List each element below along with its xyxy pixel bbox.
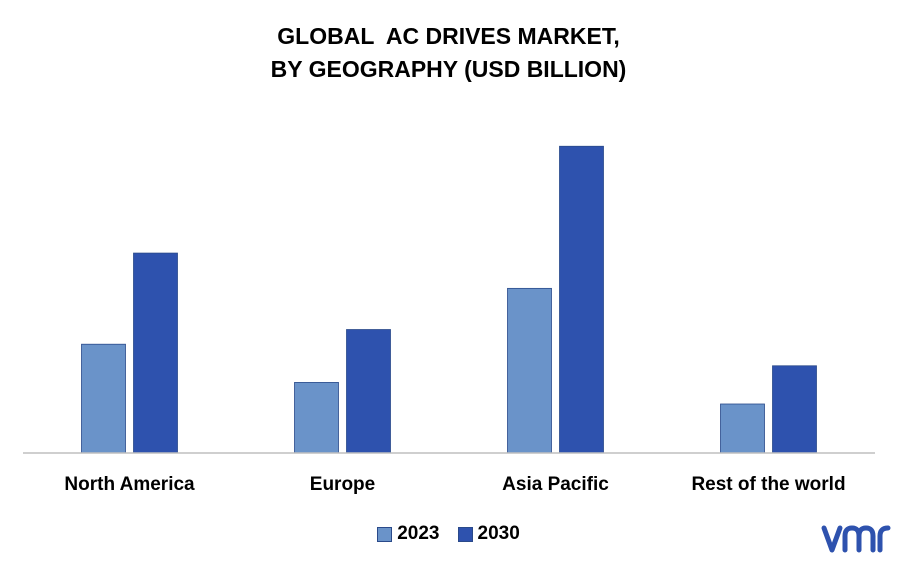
bar-asia-pacific-2023 [507, 287, 552, 454]
chart-title-line-2: BY GEOGRAPHY (USD BILLION) [270, 56, 627, 82]
chart-title-line-1: GLOBAL AC DRIVES MARKET, [277, 23, 620, 49]
bar-europe-2023 [294, 382, 339, 454]
x-tick-label-rest-of-the-world: Rest of the world [691, 474, 845, 495]
legend-item-2023: 2023 [377, 523, 440, 545]
legend: 2023 2030 [0, 523, 897, 545]
chart-title: GLOBAL AC DRIVES MARKET, BY GEOGRAPHY (U… [0, 20, 897, 86]
x-tick-label-asia-pacific: Asia Pacific [502, 474, 609, 495]
legend-swatch-2030 [457, 526, 473, 542]
bar-asia-pacific-2030 [559, 145, 604, 454]
bar-europe-2030 [346, 329, 391, 454]
bar-north-america-2023 [81, 343, 126, 454]
legend-label-2023: 2023 [397, 523, 440, 544]
x-tick-labels: North America Europe Asia Pacific Rest of t… [64, 474, 845, 495]
bar-north-america-2030 [133, 252, 178, 454]
bar-rest-of-the-world-2030 [772, 365, 817, 454]
vmr-logo [821, 525, 891, 553]
legend-swatch-2023 [377, 526, 393, 542]
legend-label-2030: 2030 [477, 523, 520, 544]
legend-item-2030: 2030 [457, 523, 520, 545]
x-tick-label-europe: Europe [310, 474, 375, 495]
bars-group [81, 145, 817, 454]
bar-rest-of-the-world-2023 [720, 403, 765, 454]
x-tick-label-north-america: North America [64, 474, 195, 495]
